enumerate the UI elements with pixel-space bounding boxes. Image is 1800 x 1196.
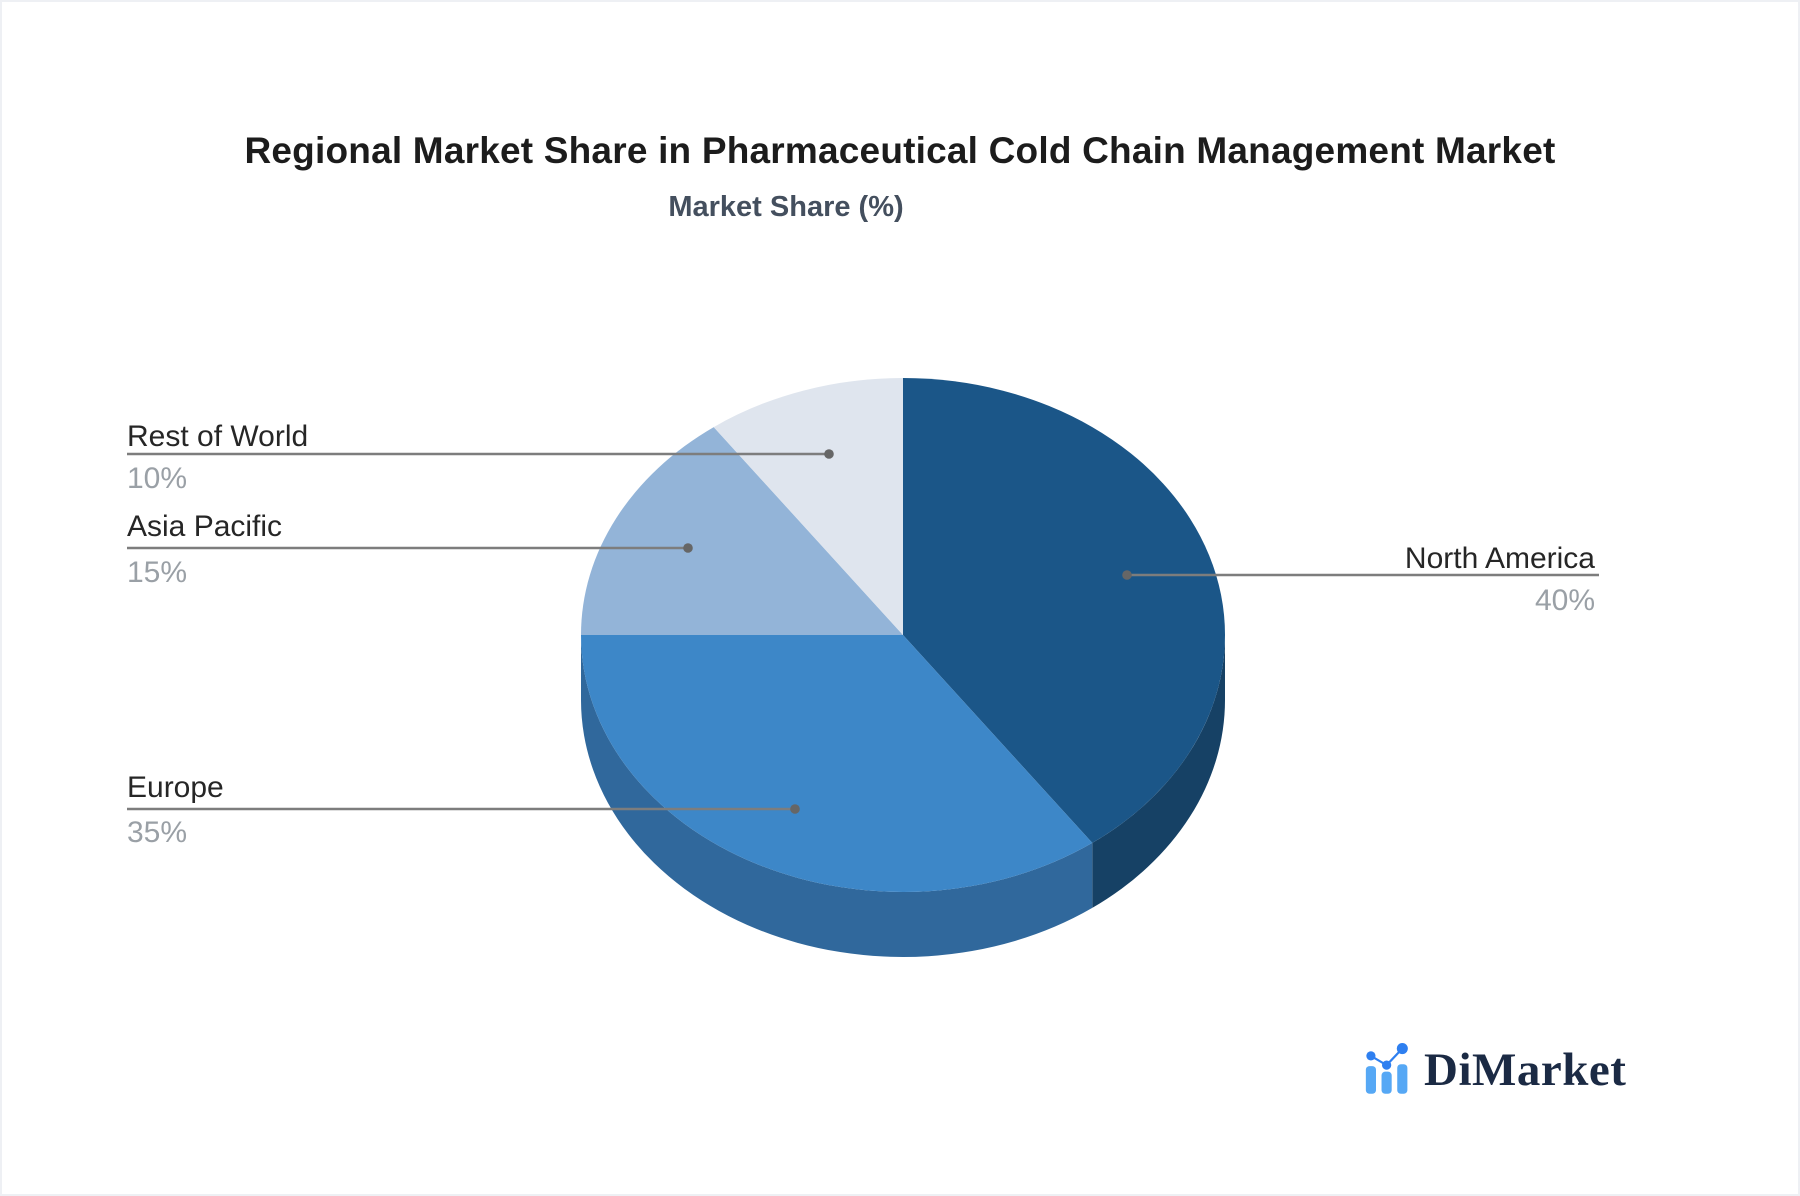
value-rest-of-world: 10% — [127, 462, 188, 495]
dimarket-logo: DiMarket — [1364, 1040, 1626, 1094]
chart-title: Regional Market Share in Pharmaceutical … — [244, 130, 1556, 171]
dimarket-logo-text: DiMarket — [1424, 1044, 1627, 1096]
logo-bar-2 — [1381, 1071, 1392, 1094]
value-europe: 35% — [127, 816, 188, 849]
logo-dot-3 — [1396, 1043, 1408, 1055]
leader-dot-rest-of-world — [824, 449, 834, 459]
leader-dot-asia-pacific — [683, 543, 693, 553]
logo-bar-1 — [1365, 1066, 1376, 1094]
pie-slice-europe — [581, 635, 1093, 892]
pie-slice-north-america — [903, 378, 1225, 843]
leader-dot-europe — [790, 804, 800, 814]
logo-dot-2 — [1382, 1060, 1392, 1070]
value-north-america: 40% — [1534, 584, 1595, 617]
pie-side-north-america — [1092, 635, 1225, 908]
dimarket-logo-icon — [1365, 1043, 1408, 1094]
label-asia-pacific: Asia Pacific — [127, 510, 283, 543]
pie-slice-asia-pacific — [581, 427, 903, 635]
logo-dot-1 — [1366, 1051, 1376, 1061]
chart-subtitle: Market Share (%) — [668, 191, 904, 223]
logo-bar-3 — [1397, 1064, 1408, 1094]
label-europe: Europe — [127, 771, 224, 804]
label-rest-of-world: Rest of World — [127, 420, 309, 453]
pie-side-europe — [581, 635, 1093, 958]
pie-slice-rest-of-world — [713, 378, 903, 635]
value-asia-pacific: 15% — [127, 556, 188, 589]
label-north-america: North America — [1404, 542, 1595, 575]
leader-dot-north-america — [1122, 570, 1132, 580]
